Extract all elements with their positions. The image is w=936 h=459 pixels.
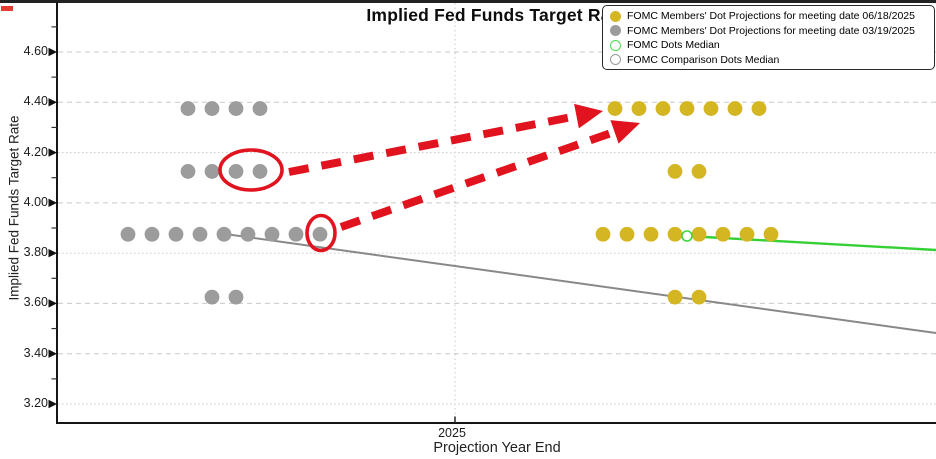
y-major-tick	[48, 299, 57, 308]
march-dot	[216, 226, 232, 242]
y-major-tick	[48, 248, 57, 258]
march-dot	[252, 164, 268, 179]
y-major-tick	[48, 349, 57, 358]
march-dot	[192, 226, 208, 242]
march-dot	[240, 226, 256, 242]
june-dot	[667, 164, 683, 179]
june-dot	[679, 101, 695, 116]
march-dot	[180, 101, 196, 116]
june-dot	[595, 226, 611, 242]
y-axis-line	[56, 2, 58, 423]
june-dot	[739, 226, 755, 242]
legend-item-label: FOMC Dots Median	[627, 39, 720, 52]
june-dot	[667, 289, 683, 305]
x-tick-label-2025: 2025	[438, 426, 466, 440]
legend-item: FOMC Members' Dot Projections for meetin…	[610, 9, 934, 24]
x-axis-line	[56, 422, 936, 424]
legend-item: FOMC Members' Dot Projections for meetin…	[610, 24, 934, 39]
y-tick-label: 3.80	[23, 245, 48, 260]
legend-item: FOMC Comparison Dots Median	[610, 53, 934, 68]
y-tick-label: 4.40	[23, 94, 48, 109]
red-dashed-arrow-line	[288, 110, 586, 176]
march-dot	[228, 164, 244, 179]
chart-title: Implied Fed Funds Target Rate	[366, 5, 627, 25]
june-dot	[655, 101, 671, 116]
legend-item-label: FOMC Members' Dot Projections for meetin…	[627, 24, 915, 37]
y-tick-label: 3.20	[23, 396, 48, 410]
june-dot	[667, 226, 683, 242]
march-dot	[204, 289, 220, 305]
red-dashed-arrow-line	[339, 125, 624, 231]
june-dot	[703, 101, 719, 116]
june-dot	[691, 164, 707, 179]
legend-open-circle-icon	[610, 54, 621, 66]
red-arrowhead	[574, 103, 603, 129]
y-tick-label: 4.00	[23, 194, 48, 209]
march-dot	[120, 226, 136, 242]
red-arrowhead	[610, 120, 640, 144]
march-dot	[252, 101, 268, 116]
march-dot	[228, 101, 244, 116]
y-major-tick	[48, 98, 57, 107]
march-dot	[204, 164, 220, 179]
comparison-median-line	[224, 233, 936, 334]
x-axis-title: Projection Year End	[433, 440, 561, 456]
y-major-tick	[48, 198, 57, 208]
y-tick-label: 3.40	[23, 345, 48, 360]
june-dot	[715, 226, 731, 242]
march-dot	[312, 226, 328, 242]
y-major-tick	[48, 47, 57, 57]
y-major-tick	[48, 148, 57, 157]
legend: FOMC Members' Dot Projections for meetin…	[602, 5, 935, 70]
june-dot	[691, 226, 707, 242]
legend-dot-icon	[610, 25, 621, 37]
march-dot	[204, 101, 220, 116]
march-dot	[180, 164, 196, 179]
june-dot	[691, 289, 707, 305]
march-dot	[144, 226, 160, 242]
y-tick-label: 4.20	[23, 144, 48, 159]
red-highlight-ellipse	[305, 213, 337, 253]
march-dot	[228, 289, 244, 305]
red-highlight-ellipse	[218, 148, 284, 192]
june-dot	[643, 226, 659, 242]
legend-item-label: FOMC Comparison Dots Median	[627, 53, 780, 66]
june-dot	[619, 226, 635, 242]
legend-dot-icon	[610, 10, 621, 22]
june-dot	[631, 101, 647, 116]
red-dash-mark	[1, 6, 13, 11]
june-dot	[751, 101, 767, 116]
march-dot	[288, 226, 304, 242]
june-dot	[727, 101, 743, 116]
legend-item: FOMC Dots Median	[610, 38, 934, 53]
legend-open-circle-icon	[610, 39, 621, 51]
y-tick-label: 4.60	[23, 44, 48, 58]
y-tick-label: 3.60	[23, 295, 48, 310]
june-dot	[763, 226, 779, 242]
median-marker	[681, 230, 693, 242]
june-dot	[607, 101, 623, 116]
legend-item-label: FOMC Members' Dot Projections for meetin…	[627, 10, 915, 23]
march-dot	[168, 226, 184, 242]
window-top-border	[0, 0, 936, 3]
march-dot	[264, 226, 280, 242]
y-major-tick	[48, 399, 57, 409]
